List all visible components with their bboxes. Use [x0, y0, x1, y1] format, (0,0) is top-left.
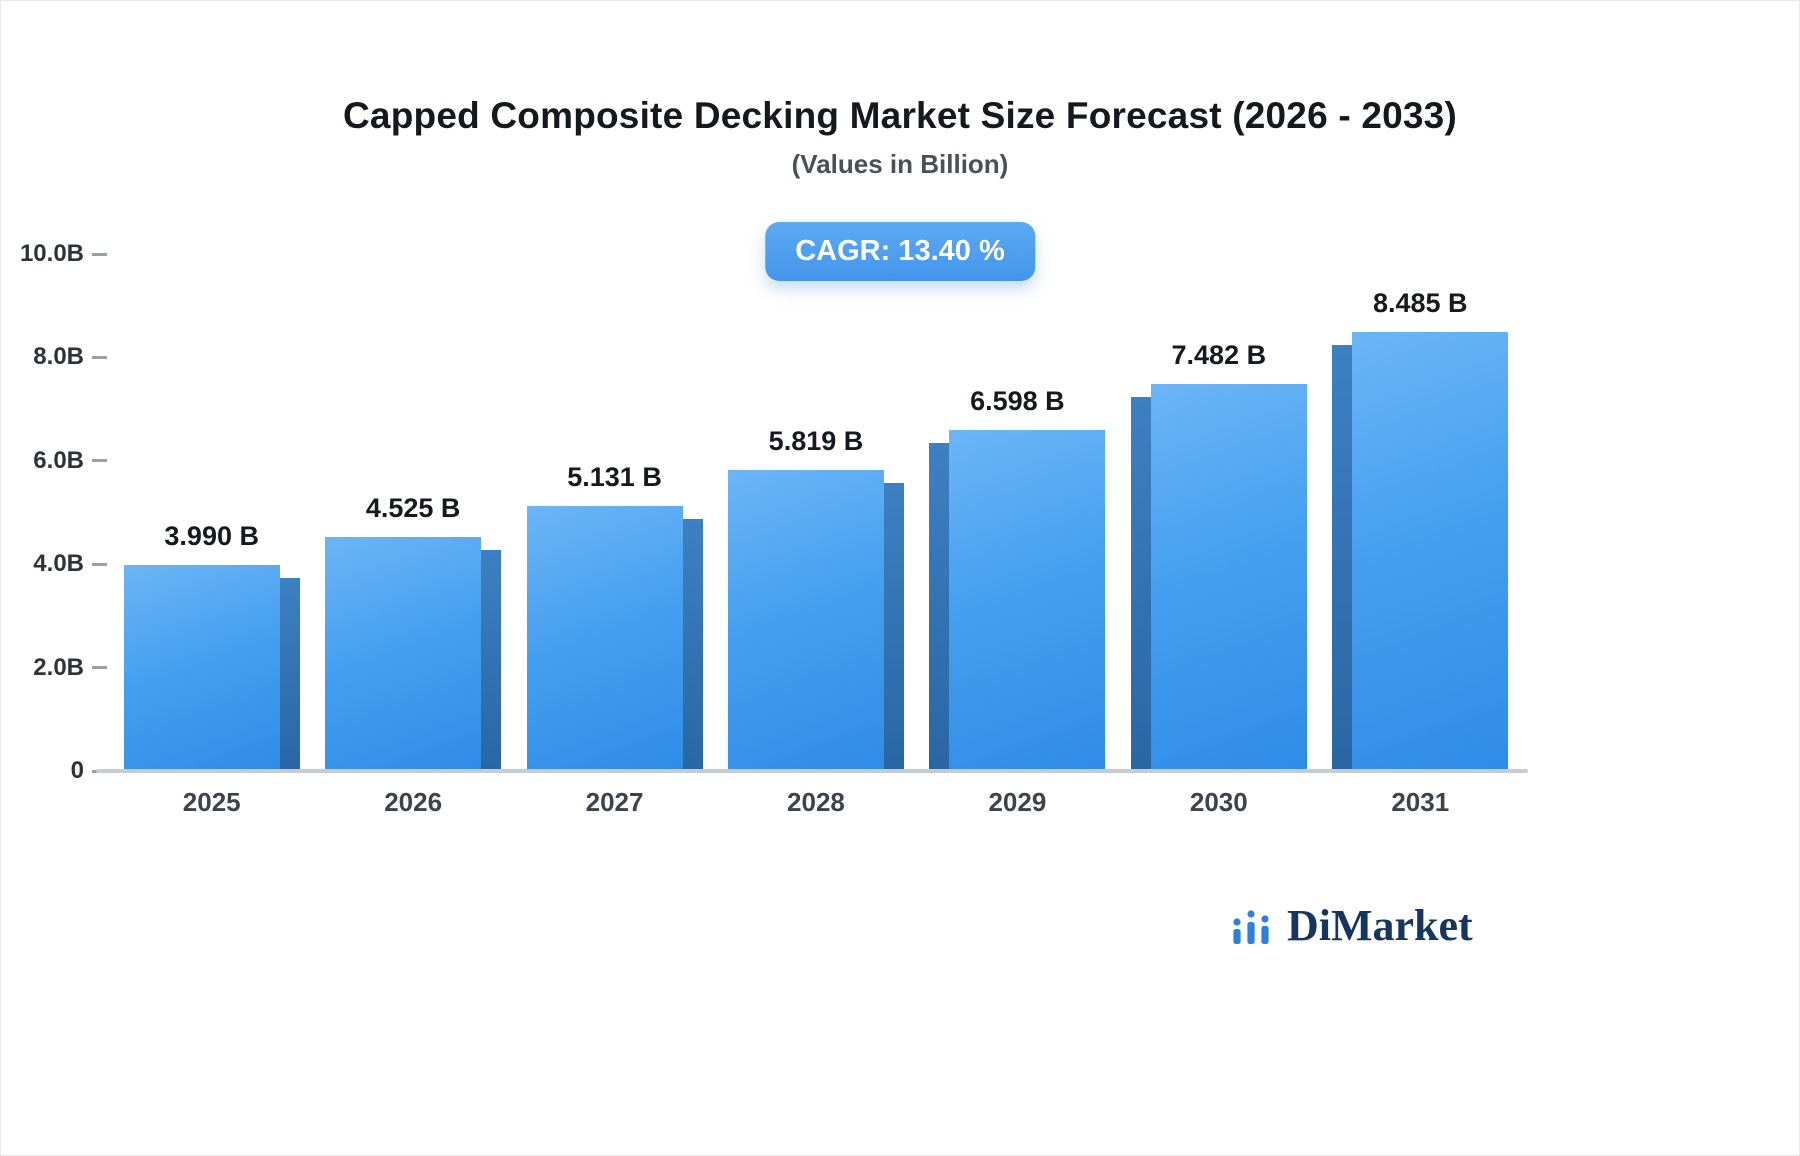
bar-face — [1352, 332, 1509, 771]
brand-name: DiMarket — [1287, 901, 1473, 950]
bar-face — [123, 564, 280, 771]
bar-2030: 7.482 B — [1130, 340, 1307, 771]
dimarket-logo: DiMarket — [1229, 902, 1473, 948]
x-axis-label: 2031 — [1391, 787, 1450, 817]
bar-3d-edge — [681, 518, 703, 771]
bar-value-label: 8.485 B — [1372, 288, 1468, 319]
x-axis-label: 2030 — [1189, 787, 1248, 817]
y-tick: 6.0B — [33, 447, 107, 475]
y-axis-tick-mark — [92, 252, 107, 256]
y-axis-label: 6.0B — [33, 446, 84, 474]
x-axis-label: 2027 — [585, 787, 644, 817]
bar-face — [727, 470, 884, 771]
y-axis-tick-mark — [92, 562, 107, 566]
bar-value-label: 3.990 B — [164, 520, 259, 551]
bar-2031: 8.485 B — [1332, 288, 1509, 771]
x-axis: 2025 2026 2027 2028 2029 2030 2031 — [111, 787, 1521, 818]
chart-subtitle: (Values in Billion) — [791, 149, 1009, 179]
bar-slot: 5.131 B — [514, 254, 715, 771]
y-axis-label: 4.0B — [33, 550, 84, 578]
y-tick: 10.0B — [20, 240, 107, 268]
bar-2027: 5.131 B — [526, 462, 703, 771]
x-axis-label: 2028 — [787, 787, 845, 817]
bar-3d-edge — [1130, 397, 1152, 771]
bar-3d-edge — [1332, 345, 1354, 771]
plot-area: 3.990 B 4.525 B 5.131 B 5.819 B 6.598 B 7.482… — [111, 254, 1521, 771]
bar-2026: 4.525 B — [325, 493, 502, 771]
x-axis-label: 2026 — [384, 787, 443, 817]
bar-value-label: 7.482 B — [1171, 340, 1267, 371]
y-axis: 0 2.0B 4.0B 6.0B 8.0B 10.0B — [1, 240, 111, 784]
bar-3d-edge — [278, 577, 300, 771]
bar-value-label: 5.131 B — [567, 461, 662, 492]
y-axis-tick-mark — [92, 666, 107, 670]
bar-value-label: 5.819 B — [768, 426, 864, 457]
x-axis-label: 2025 — [182, 787, 241, 817]
bar-2029: 6.598 B — [929, 386, 1106, 771]
bar-slot: 3.990 B — [111, 254, 312, 771]
y-tick: 8.0B — [33, 343, 107, 371]
bar-face — [1150, 384, 1307, 771]
bar-value-label: 4.525 B — [365, 493, 461, 524]
bar-value-label: 6.598 B — [970, 385, 1065, 416]
bar-face — [526, 505, 683, 771]
y-tick: 4.0B — [33, 550, 107, 578]
bar-2025: 3.990 B — [123, 521, 300, 771]
y-axis-label: 2.0B — [33, 653, 84, 681]
y-axis-tick-mark — [92, 355, 107, 359]
y-axis-label: 10.0B — [19, 240, 84, 267]
bar-face — [949, 429, 1106, 771]
bar-3d-edge — [480, 550, 502, 771]
bar-slot: 6.598 B — [917, 254, 1118, 771]
bar-series: 3.990 B 4.525 B 5.131 B 5.819 B 6.598 B 7.482… — [111, 254, 1521, 771]
y-axis-label: 8.0B — [33, 343, 84, 371]
y-axis-tick-mark — [92, 459, 107, 463]
bar-slot: 8.485 B — [1320, 254, 1521, 771]
y-axis-label: 0 — [70, 757, 84, 784]
x-axis-label: 2029 — [988, 787, 1047, 817]
bar-slot: 4.525 B — [312, 254, 513, 771]
bar-3d-edge — [882, 483, 904, 771]
bar-slot: 5.819 B — [715, 254, 916, 771]
cagr-badge: CAGR: 13.40 % — [765, 222, 1035, 281]
x-axis-line — [96, 769, 1528, 773]
bar-2028: 5.819 B — [727, 426, 904, 771]
bar-3d-edge — [929, 442, 951, 771]
chart-title: Capped Composite Decking Market Size For… — [343, 95, 1457, 136]
y-tick: 2.0B — [33, 654, 107, 682]
dimarket-logo-icon — [1233, 910, 1269, 944]
bar-slot: 7.482 B — [1118, 254, 1319, 771]
bar-face — [325, 537, 482, 771]
